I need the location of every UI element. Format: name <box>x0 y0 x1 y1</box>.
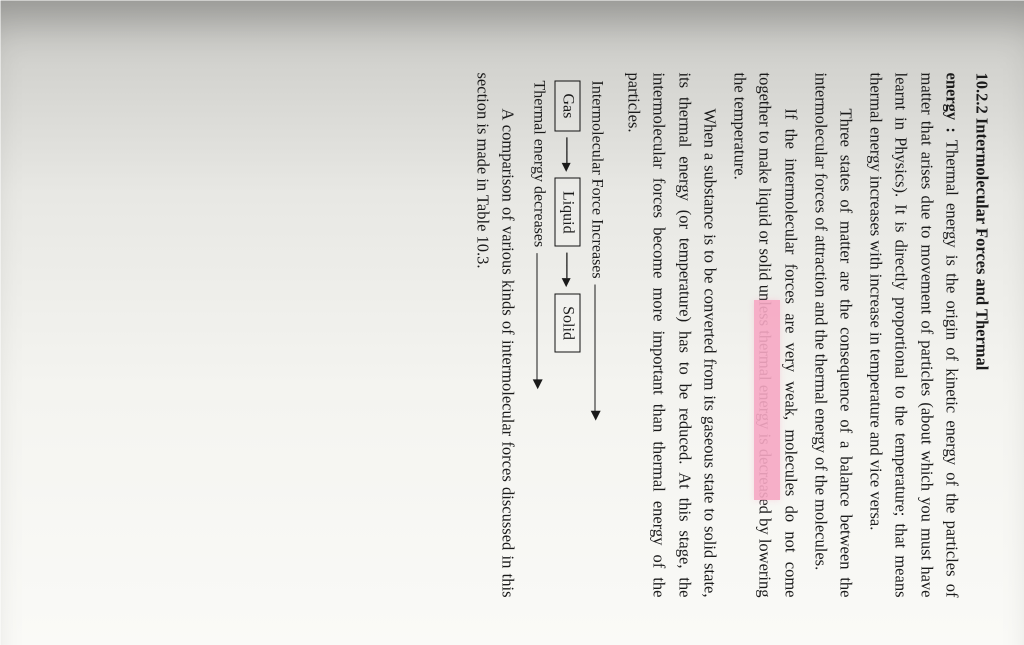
arrow-icon: ──▸ <box>558 137 576 172</box>
section-number: 10.2.2 <box>972 72 991 113</box>
increase-label: Intermolecular Force Increases <box>587 80 605 278</box>
paragraph-5: A comparison of various kinds of intermo… <box>469 72 520 597</box>
section-heading-line: 10.2.2 Intermolecular Forces and Thermal <box>968 72 994 597</box>
para1-lead: energy : <box>942 72 961 132</box>
arrow-right-icon: ———————▸ <box>528 253 548 387</box>
section-title: Intermolecular Forces and Thermal <box>972 117 991 370</box>
state-liquid: Liquid <box>554 177 580 246</box>
arrow-right-icon: ———————▸ <box>586 284 606 418</box>
paragraph-4: When a substance is to be converted from… <box>620 72 722 597</box>
decrease-label: Thermal energy decreases <box>529 80 547 247</box>
arrow-icon: ──▸ <box>558 252 576 287</box>
increase-row: Intermolecular Force Increases ———————▸ <box>586 72 606 597</box>
highlight-marker <box>754 300 780 500</box>
decrease-row: Thermal energy decreases ———————▸ <box>528 72 548 597</box>
states-row: Gas ──▸ Liquid ──▸ Solid <box>554 72 580 597</box>
paragraph-1: energy : Thermal energy is the origin of… <box>862 72 964 597</box>
paragraph-2: Three states of matter are the consequen… <box>807 72 858 597</box>
state-diagram: Intermolecular Force Increases ———————▸ … <box>528 72 606 597</box>
para1-text: Thermal energy is the origin of kinetic … <box>866 72 962 597</box>
state-solid: Solid <box>554 293 580 353</box>
textbook-page: 10.2.2 Intermolecular Forces and Thermal… <box>0 0 1024 645</box>
state-gas: Gas <box>554 80 580 131</box>
